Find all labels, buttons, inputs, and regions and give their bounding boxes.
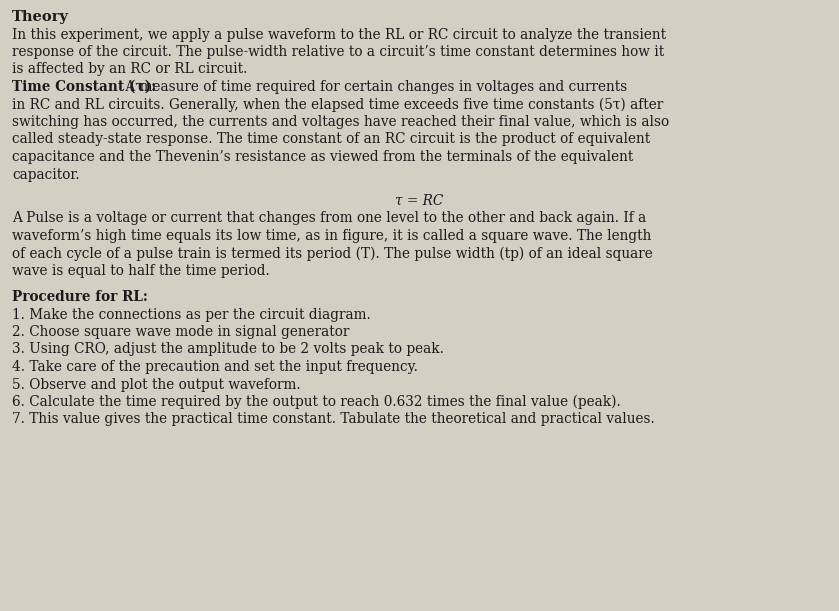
Text: A Pulse is a voltage or current that changes from one level to the other and bac: A Pulse is a voltage or current that cha… [12, 211, 646, 225]
Text: capacitance and the Thevenin’s resistance as viewed from the terminals of the eq: capacitance and the Thevenin’s resistanc… [12, 150, 633, 164]
Text: A measure of time required for certain changes in voltages and currents: A measure of time required for certain c… [121, 80, 627, 94]
Text: Theory: Theory [12, 10, 69, 24]
Text: 3. Using CRO, adjust the amplitude to be 2 volts peak to peak.: 3. Using CRO, adjust the amplitude to be… [12, 343, 444, 356]
Text: capacitor.: capacitor. [12, 167, 80, 181]
Text: called steady-state response. The time constant of an RC circuit is the product : called steady-state response. The time c… [12, 133, 650, 147]
Text: wave is equal to half the time period.: wave is equal to half the time period. [12, 264, 270, 278]
Text: 5. Observe and plot the output waveform.: 5. Observe and plot the output waveform. [12, 378, 300, 392]
Text: Time Constant (τ):: Time Constant (τ): [12, 80, 156, 94]
Text: 7. This value gives the practical time constant. Tabulate the theoretical and pr: 7. This value gives the practical time c… [12, 412, 654, 426]
Text: 4. Take care of the precaution and set the input frequency.: 4. Take care of the precaution and set t… [12, 360, 418, 374]
Text: is affected by an RC or RL circuit.: is affected by an RC or RL circuit. [12, 62, 248, 76]
Text: 1. Make the connections as per the circuit diagram.: 1. Make the connections as per the circu… [12, 307, 371, 321]
Text: 2. Choose square wave mode in signal generator: 2. Choose square wave mode in signal gen… [12, 325, 349, 339]
Text: 6. Calculate the time required by the output to reach 0.632 times the final valu: 6. Calculate the time required by the ou… [12, 395, 621, 409]
Text: response of the circuit. The pulse-width relative to a circuit’s time constant d: response of the circuit. The pulse-width… [12, 45, 664, 59]
Text: Procedure for RL:: Procedure for RL: [12, 290, 148, 304]
Text: τ = RC: τ = RC [395, 194, 444, 208]
Text: in RC and RL circuits. Generally, when the elapsed time exceeds five time consta: in RC and RL circuits. Generally, when t… [12, 98, 664, 112]
Text: waveform’s high time equals its low time, as in figure, it is called a square wa: waveform’s high time equals its low time… [12, 229, 651, 243]
Text: In this experiment, we apply a pulse waveform to the RL or RC circuit to analyze: In this experiment, we apply a pulse wav… [12, 27, 666, 42]
Text: switching has occurred, the currents and voltages have reached their final value: switching has occurred, the currents and… [12, 115, 670, 129]
Text: of each cycle of a pulse train is termed its period (T). The pulse width (tp) of: of each cycle of a pulse train is termed… [12, 246, 653, 261]
